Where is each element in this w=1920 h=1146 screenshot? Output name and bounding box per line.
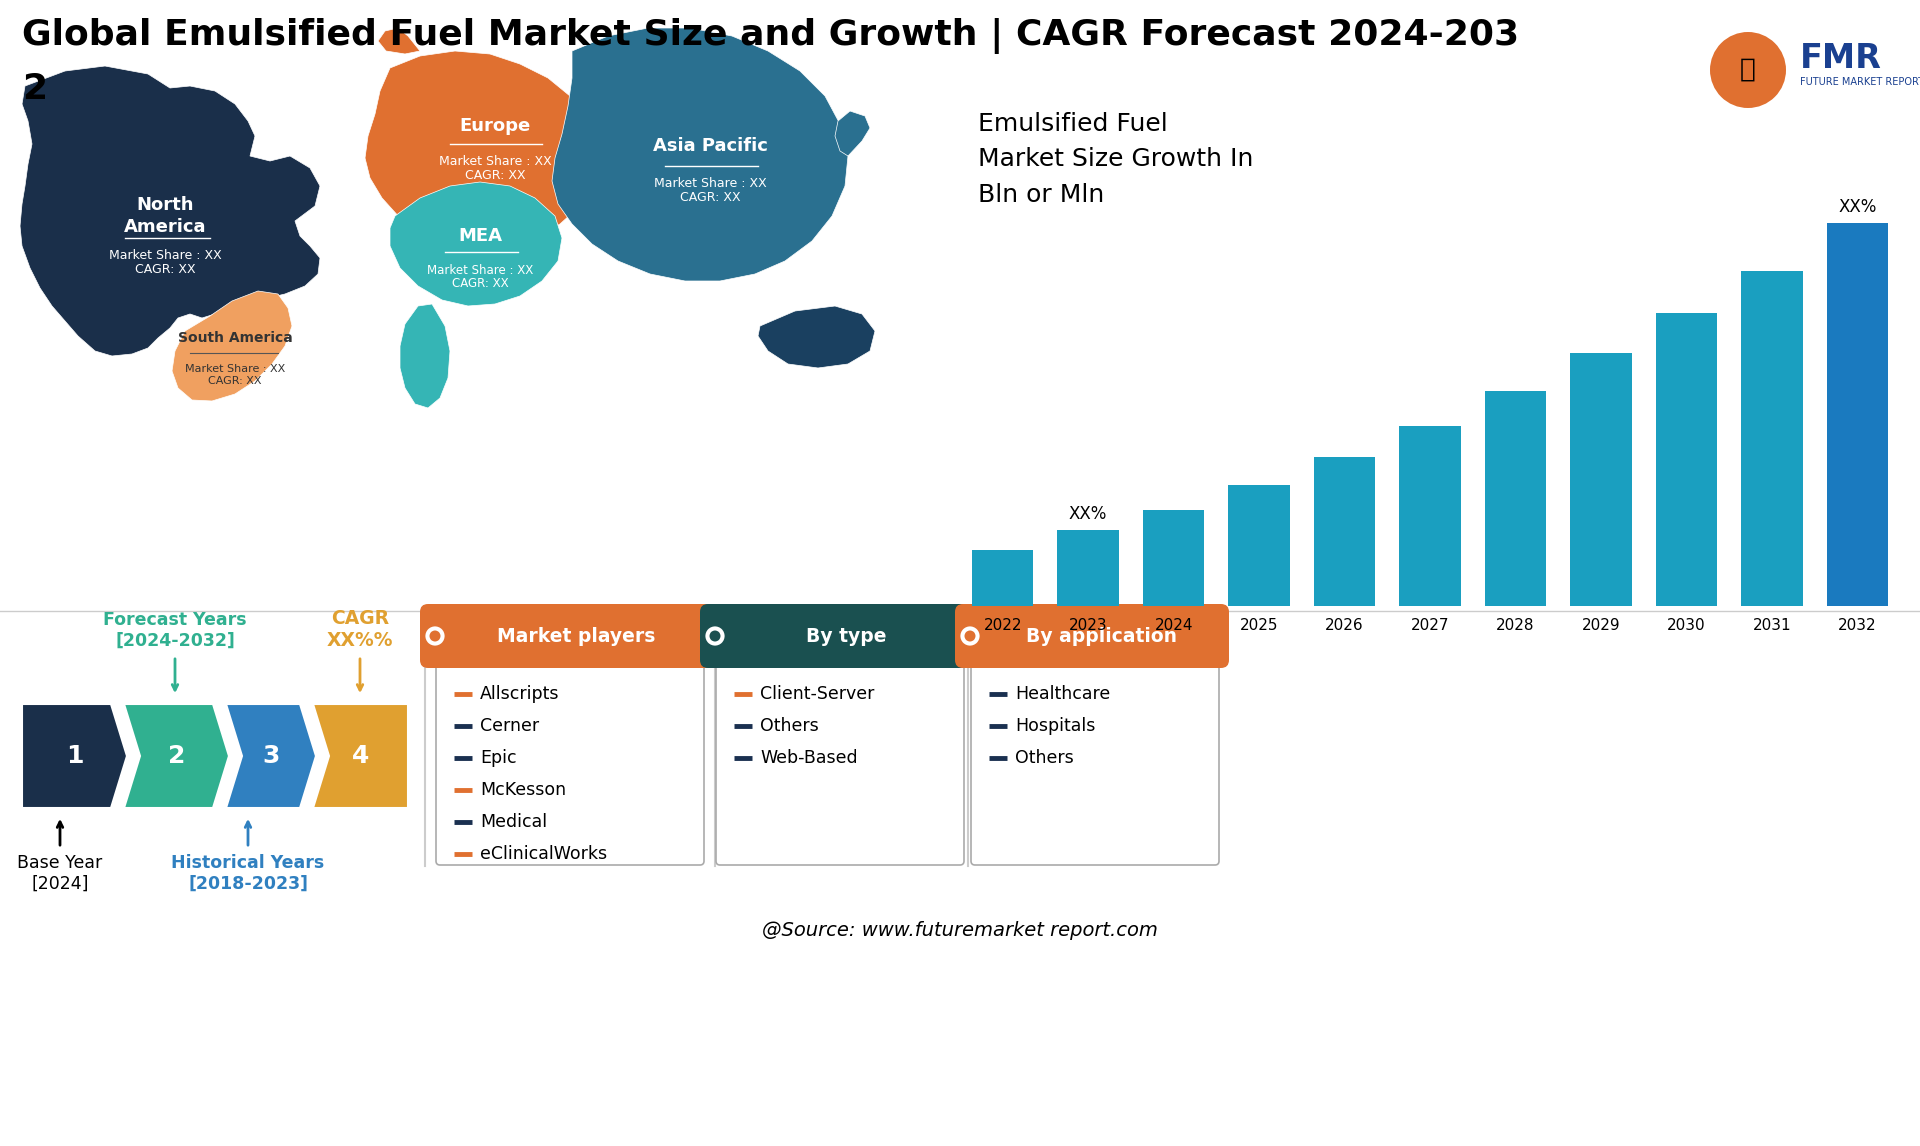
Bar [1229,485,1290,606]
Text: 2025: 2025 [1240,619,1279,634]
Text: FUTURE MARKET REPORT: FUTURE MARKET REPORT [1801,77,1920,87]
Text: Healthcare: Healthcare [1016,685,1110,702]
Polygon shape [173,291,292,401]
Polygon shape [758,306,876,368]
Text: Web-Based: Web-Based [760,749,858,767]
Text: Europe: Europe [459,117,530,135]
Text: Others: Others [1016,749,1073,767]
Text: Others: Others [760,717,818,735]
Text: CAGR: XX: CAGR: XX [207,376,261,386]
Bar [1655,313,1716,606]
Text: Forecast Years
[2024-2032]: Forecast Years [2024-2032] [104,611,248,650]
Text: Market Share : XX: Market Share : XX [653,176,766,190]
Text: CAGR: XX: CAGR: XX [465,168,526,182]
Text: 2024: 2024 [1154,619,1192,634]
Bar [972,550,1033,606]
Circle shape [430,630,440,642]
Text: 1: 1 [65,744,83,768]
Text: Asia Pacific: Asia Pacific [653,138,768,155]
Text: Cerner: Cerner [480,717,540,735]
FancyBboxPatch shape [954,604,1229,668]
Text: 3: 3 [263,744,280,768]
Polygon shape [390,182,563,306]
Text: Global Emulsified Fuel Market Size and Growth | CAGR Forecast 2024-203: Global Emulsified Fuel Market Size and G… [21,18,1519,54]
FancyBboxPatch shape [701,604,973,668]
Text: eClinicalWorks: eClinicalWorks [480,845,607,863]
Text: FMR: FMR [1801,41,1882,74]
Text: 4: 4 [351,744,369,768]
Text: CAGR
XX%%: CAGR XX%% [326,609,394,650]
Text: MEA: MEA [459,227,501,245]
Text: Market Share : XX: Market Share : XX [184,364,286,374]
Text: 2027: 2027 [1411,619,1450,634]
Circle shape [1711,32,1786,108]
Text: XX%: XX% [1837,198,1876,217]
Text: Hospitals: Hospitals [1016,717,1096,735]
Text: 2022: 2022 [983,619,1021,634]
Text: 🔭: 🔭 [1740,57,1757,83]
Text: 2028: 2028 [1496,619,1534,634]
Polygon shape [365,52,603,248]
Text: XX%: XX% [1069,505,1108,524]
Circle shape [964,630,975,642]
Bar [1142,510,1204,606]
Text: 2029: 2029 [1582,619,1620,634]
Polygon shape [19,66,321,356]
Text: CAGR: XX: CAGR: XX [680,191,741,204]
Polygon shape [553,28,849,281]
Text: CAGR: XX: CAGR: XX [134,262,196,276]
Text: @Source: www.futuremarket report.com: @Source: www.futuremarket report.com [762,921,1158,941]
Polygon shape [378,28,420,54]
Bar [1484,391,1546,606]
Polygon shape [227,704,317,808]
Circle shape [705,625,726,647]
Polygon shape [21,704,127,808]
Text: 2023: 2023 [1069,619,1108,634]
Text: Client-Server: Client-Server [760,685,874,702]
Polygon shape [399,304,449,408]
Bar [1058,529,1119,606]
Text: Base Year
[2024]: Base Year [2024] [17,854,102,893]
FancyBboxPatch shape [420,604,714,668]
Text: South America: South America [179,331,292,345]
Text: 2: 2 [21,72,48,105]
FancyBboxPatch shape [972,631,1219,865]
FancyBboxPatch shape [436,631,705,865]
Bar [1313,457,1375,606]
Text: North
America: North America [123,196,205,236]
Text: Market Share : XX: Market Share : XX [438,155,551,168]
Bar [1571,353,1632,606]
Text: 2032: 2032 [1837,619,1876,634]
Polygon shape [313,704,407,808]
Polygon shape [125,704,228,808]
Text: Medical: Medical [480,813,547,831]
Text: Allscripts: Allscripts [480,685,559,702]
Text: 2026: 2026 [1325,619,1363,634]
Bar [1826,223,1887,606]
Text: Historical Years
[2018-2023]: Historical Years [2018-2023] [171,854,324,893]
Text: Market Share : XX: Market Share : XX [426,264,534,277]
Polygon shape [835,111,870,156]
Text: Epic: Epic [480,749,516,767]
Text: 2031: 2031 [1753,619,1791,634]
Text: McKesson: McKesson [480,782,566,799]
Text: 2: 2 [167,744,184,768]
Text: By type: By type [806,627,887,645]
Circle shape [710,630,720,642]
FancyBboxPatch shape [716,631,964,865]
Text: Market Share : XX: Market Share : XX [109,249,221,262]
Text: CAGR: XX: CAGR: XX [451,277,509,290]
Text: Emulsified Fuel
Market Size Growth In
Bln or Mln: Emulsified Fuel Market Size Growth In Bl… [977,112,1254,206]
Bar [1400,426,1461,606]
Text: 2030: 2030 [1667,619,1705,634]
Circle shape [958,625,981,647]
Bar [1741,272,1803,606]
Text: Market players: Market players [497,627,655,645]
Circle shape [424,625,445,647]
Text: By application: By application [1025,627,1177,645]
